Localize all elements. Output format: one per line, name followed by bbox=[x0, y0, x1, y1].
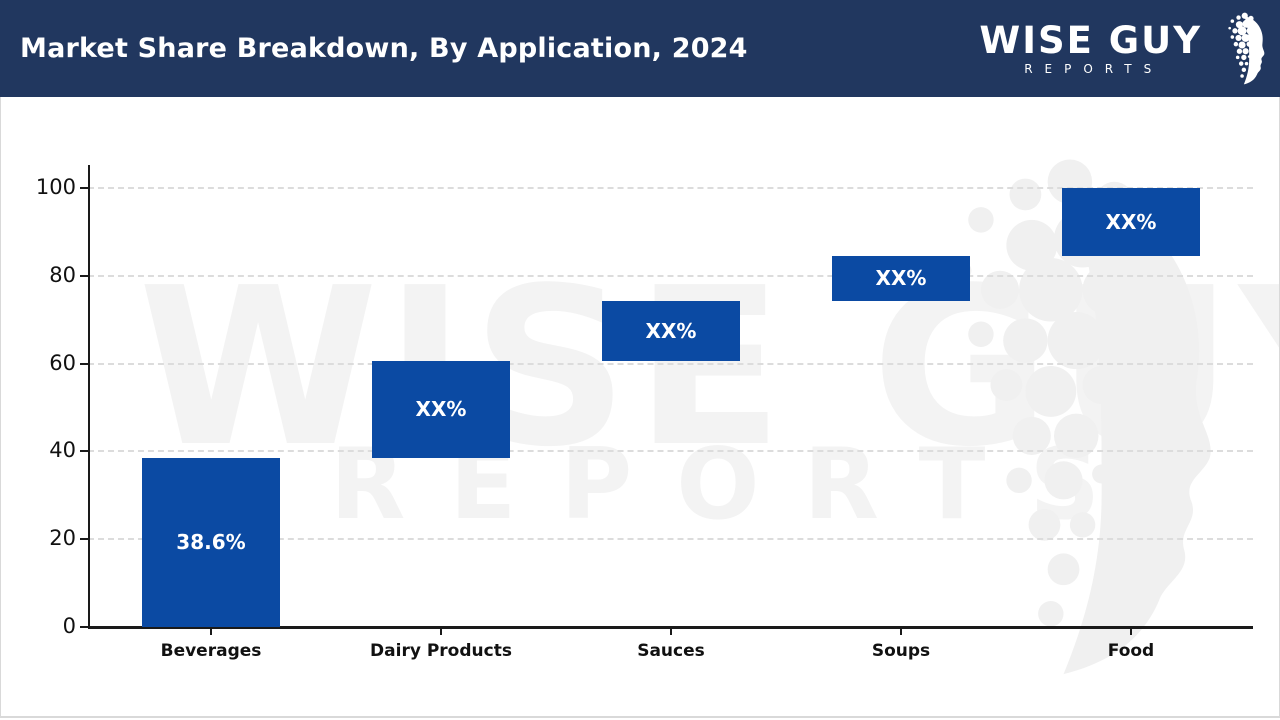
y-tick-mark-60 bbox=[80, 362, 88, 365]
bar-soups: XX% bbox=[832, 255, 970, 302]
x-category-label-0: Beverages bbox=[160, 641, 262, 661]
y-tick-label-80: 80 bbox=[49, 262, 76, 287]
brand-logo: WISE GUY REPORTS bbox=[979, 10, 1266, 88]
x-category-label-2: Sauces bbox=[637, 641, 705, 661]
y-tick-label-60: 60 bbox=[49, 350, 76, 375]
bar-value-label: XX% bbox=[875, 266, 927, 291]
x-tick-mark-3 bbox=[900, 627, 902, 635]
bar-sauces: XX% bbox=[602, 301, 740, 361]
brand-logo-wiseguy: WISE GUY bbox=[979, 18, 1202, 62]
brand-logo-text: WISE GUY REPORTS bbox=[979, 22, 1202, 76]
bar-food: XX% bbox=[1062, 188, 1200, 256]
gridline-20 bbox=[88, 538, 1253, 541]
left-border-line bbox=[0, 97, 1, 718]
x-category-label-4: Food bbox=[1107, 641, 1155, 661]
x-category-label-3: Soups bbox=[871, 641, 931, 661]
gridline-80 bbox=[88, 274, 1253, 277]
bar-value-label: 38.6% bbox=[176, 530, 246, 555]
y-tick-mark-80 bbox=[80, 274, 88, 277]
header-bar: Market Share Breakdown, By Application, … bbox=[0, 0, 1280, 97]
bottom-border-line bbox=[0, 716, 1280, 718]
bar-value-label: XX% bbox=[1105, 209, 1157, 234]
x-tick-mark-1 bbox=[440, 627, 442, 635]
y-tick-mark-0 bbox=[80, 626, 88, 628]
y-axis-line bbox=[88, 165, 90, 629]
x-tick-mark-0 bbox=[210, 627, 212, 635]
y-tick-label-100: 100 bbox=[35, 175, 76, 199]
gridline-100 bbox=[88, 187, 1253, 189]
y-tick-mark-40 bbox=[80, 450, 88, 453]
bar-beverages: 38.6% bbox=[142, 457, 280, 627]
brand-logo-head-icon bbox=[1228, 12, 1265, 84]
x-category-label-1: Dairy Products bbox=[370, 641, 512, 661]
bar-value-label: XX% bbox=[415, 397, 467, 422]
y-tick-label-40: 40 bbox=[49, 438, 76, 463]
gridline-40 bbox=[88, 450, 1253, 453]
x-tick-mark-2 bbox=[670, 627, 672, 635]
page-title: Market Share Breakdown, By Application, … bbox=[20, 33, 748, 64]
y-tick-mark-20 bbox=[80, 538, 88, 541]
y-tick-label-0: 0 bbox=[62, 614, 76, 638]
bar-value-label: XX% bbox=[645, 319, 697, 344]
x-tick-mark-4 bbox=[1130, 627, 1132, 635]
gridline-60 bbox=[88, 362, 1253, 365]
brand-logo-reports: REPORTS bbox=[1024, 61, 1164, 76]
y-tick-label-20: 20 bbox=[49, 526, 76, 551]
y-tick-mark-100 bbox=[80, 187, 88, 189]
bar-dairy-products: XX% bbox=[372, 360, 510, 458]
